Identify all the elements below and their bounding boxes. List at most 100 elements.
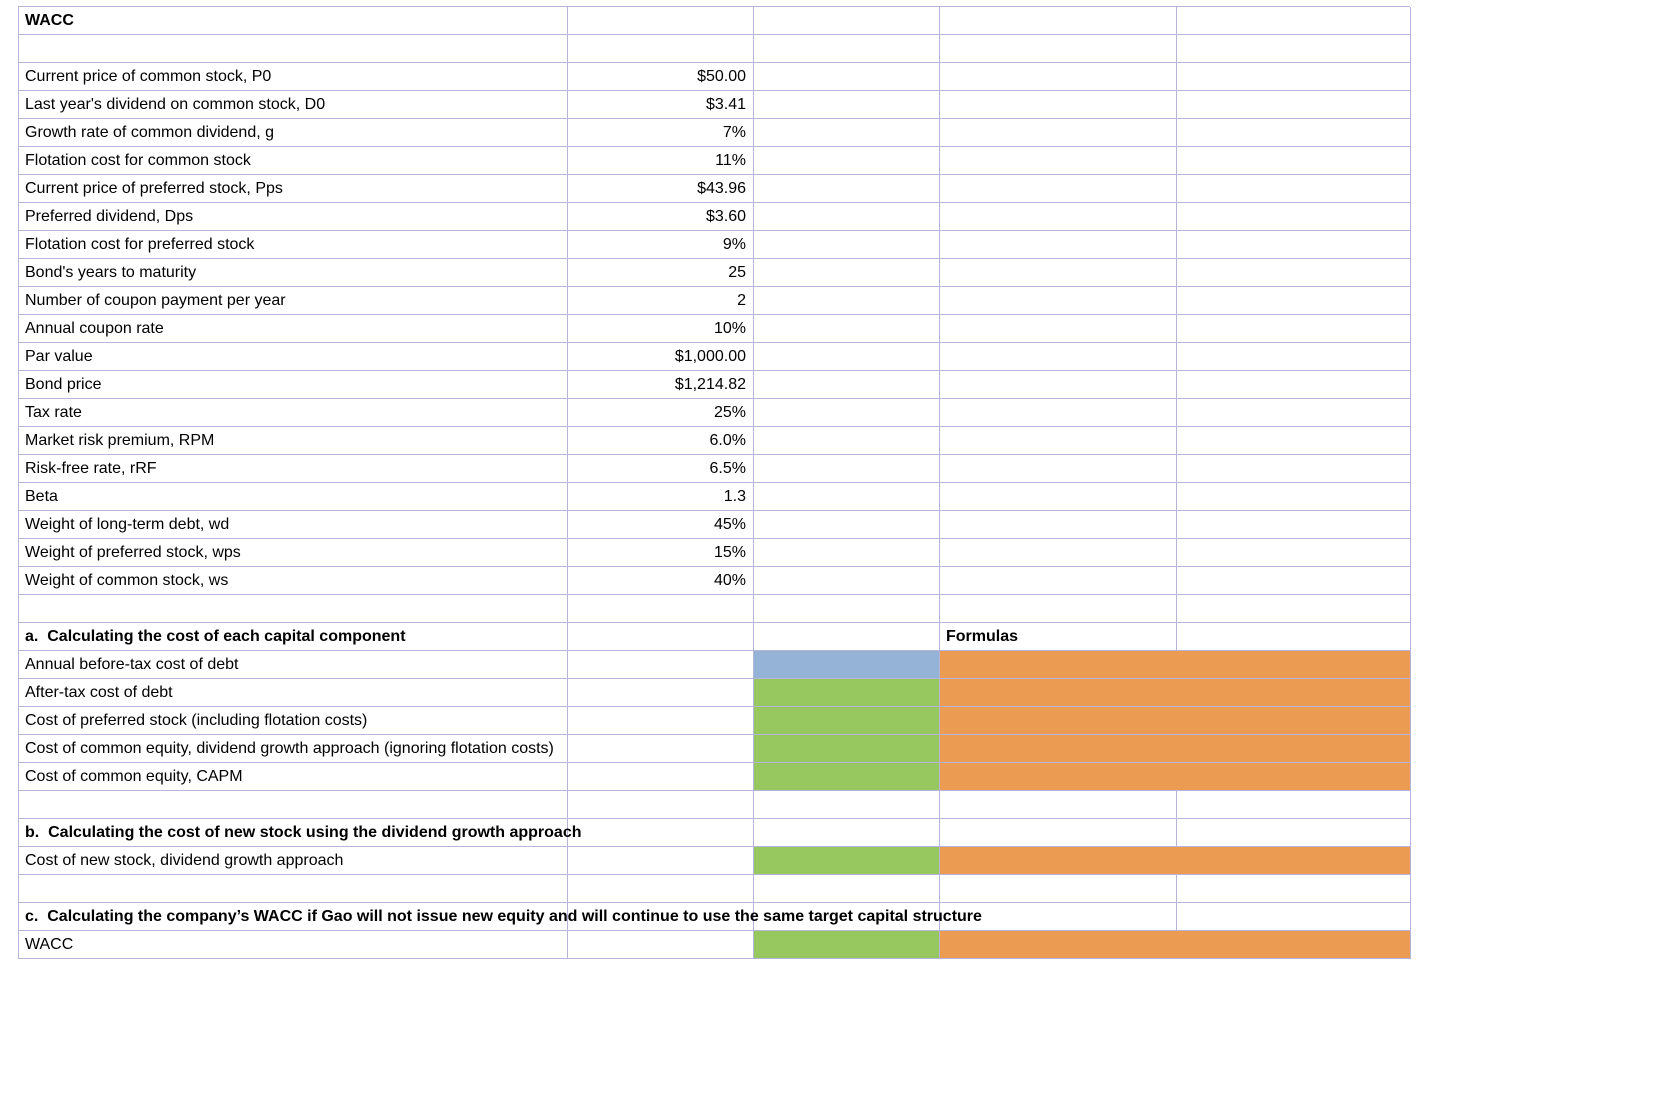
answer-input-cell[interactable] (754, 651, 940, 679)
input-value-cell[interactable]: 45% (568, 511, 754, 539)
cell[interactable] (1177, 147, 1411, 175)
input-label-cell[interactable]: Weight of preferred stock, wps (19, 539, 568, 567)
cell[interactable] (754, 903, 940, 931)
cell[interactable] (1177, 175, 1411, 203)
formula-cell[interactable] (940, 931, 1411, 959)
cell[interactable] (940, 455, 1177, 483)
cell[interactable] (568, 707, 754, 735)
input-label-cell[interactable]: Annual coupon rate (19, 315, 568, 343)
cell[interactable] (940, 595, 1177, 623)
cell[interactable] (19, 35, 568, 63)
cell[interactable] (754, 315, 940, 343)
cell[interactable] (754, 63, 940, 91)
cell[interactable] (568, 7, 754, 35)
formula-cell[interactable] (940, 707, 1411, 735)
input-label-cell[interactable]: Current price of preferred stock, Pps (19, 175, 568, 203)
cell[interactable] (568, 595, 754, 623)
cell[interactable] (568, 623, 754, 651)
formulas-header-cell[interactable]: Formulas (940, 623, 1177, 651)
input-label-cell[interactable]: Flotation cost for preferred stock (19, 231, 568, 259)
input-value-cell[interactable]: 6.0% (568, 427, 754, 455)
cell[interactable] (940, 399, 1177, 427)
cell[interactable] (1177, 623, 1411, 651)
cell[interactable] (940, 231, 1177, 259)
input-value-cell[interactable]: $3.60 (568, 203, 754, 231)
cell[interactable] (1177, 875, 1411, 903)
input-label-cell[interactable]: Bond price (19, 371, 568, 399)
cell[interactable] (568, 875, 754, 903)
section-c-title-cell[interactable]: c. Calculating the company’s WACC if Gao… (19, 903, 982, 931)
cell[interactable] (1177, 483, 1411, 511)
cell[interactable] (1177, 427, 1411, 455)
answer-input-cell[interactable] (754, 735, 940, 763)
input-label-cell[interactable]: Tax rate (19, 399, 568, 427)
cell[interactable] (1177, 287, 1411, 315)
cell[interactable] (568, 847, 754, 875)
cell[interactable] (754, 175, 940, 203)
cell[interactable] (754, 567, 940, 595)
input-value-cell[interactable]: 25 (568, 259, 754, 287)
cell[interactable] (1177, 539, 1411, 567)
cell[interactable] (754, 203, 940, 231)
cell[interactable] (940, 35, 1177, 63)
input-value-cell[interactable]: 2 (568, 287, 754, 315)
section-b-title-cell[interactable]: b. Calculating the cost of new stock usi… (19, 819, 582, 847)
cell[interactable] (754, 35, 940, 63)
input-label-cell[interactable]: Preferred dividend, Dps (19, 203, 568, 231)
cell[interactable] (1177, 203, 1411, 231)
input-value-cell[interactable]: 6.5% (568, 455, 754, 483)
cell[interactable] (1177, 7, 1411, 35)
cell[interactable] (754, 399, 940, 427)
cell[interactable] (1177, 791, 1411, 819)
formula-cell[interactable] (940, 735, 1411, 763)
cell[interactable] (940, 539, 1177, 567)
formula-cell[interactable] (940, 651, 1411, 679)
answer-input-cell[interactable] (754, 763, 940, 791)
cell[interactable] (940, 147, 1177, 175)
cell[interactable] (568, 903, 754, 931)
cell[interactable] (940, 343, 1177, 371)
input-label-cell[interactable]: Par value (19, 343, 568, 371)
cell[interactable] (940, 203, 1177, 231)
answer-input-cell[interactable] (754, 679, 940, 707)
cell[interactable] (1177, 819, 1411, 847)
cell[interactable] (754, 147, 940, 175)
cell[interactable] (19, 875, 568, 903)
cell[interactable] (568, 819, 754, 847)
cell[interactable] (754, 539, 940, 567)
answer-input-cell[interactable] (754, 707, 940, 735)
calc-label-cell[interactable]: After-tax cost of debt (19, 679, 568, 707)
cell[interactable] (940, 819, 1177, 847)
calc-label-cell[interactable]: WACC (19, 931, 568, 959)
calc-label-cell[interactable]: Cost of preferred stock (including flota… (19, 707, 568, 735)
cell[interactable] (1177, 35, 1411, 63)
cell[interactable] (1177, 63, 1411, 91)
cell[interactable] (940, 63, 1177, 91)
cell[interactable] (940, 91, 1177, 119)
input-value-cell[interactable]: 9% (568, 231, 754, 259)
formula-cell[interactable] (940, 679, 1411, 707)
cell[interactable] (940, 875, 1177, 903)
input-label-cell[interactable]: Weight of common stock, ws (19, 567, 568, 595)
cell[interactable] (940, 427, 1177, 455)
cell[interactable] (568, 791, 754, 819)
input-label-cell[interactable]: Beta (19, 483, 568, 511)
cell[interactable] (754, 231, 940, 259)
cell[interactable] (940, 371, 1177, 399)
calc-label-cell[interactable]: Cost of common equity, CAPM (19, 763, 568, 791)
cell[interactable] (940, 259, 1177, 287)
cell[interactable] (1177, 595, 1411, 623)
cell[interactable] (1177, 455, 1411, 483)
cell[interactable] (568, 651, 754, 679)
calc-label-cell[interactable]: Cost of new stock, dividend growth appro… (19, 847, 568, 875)
cell[interactable] (568, 931, 754, 959)
cell[interactable] (1177, 315, 1411, 343)
input-value-cell[interactable]: $50.00 (568, 63, 754, 91)
cell[interactable] (19, 791, 568, 819)
cell[interactable] (1177, 511, 1411, 539)
input-label-cell[interactable]: Last year's dividend on common stock, D0 (19, 91, 568, 119)
input-value-cell[interactable]: $1,000.00 (568, 343, 754, 371)
cell[interactable] (1177, 399, 1411, 427)
input-value-cell[interactable]: 11% (568, 147, 754, 175)
cell[interactable] (940, 791, 1177, 819)
